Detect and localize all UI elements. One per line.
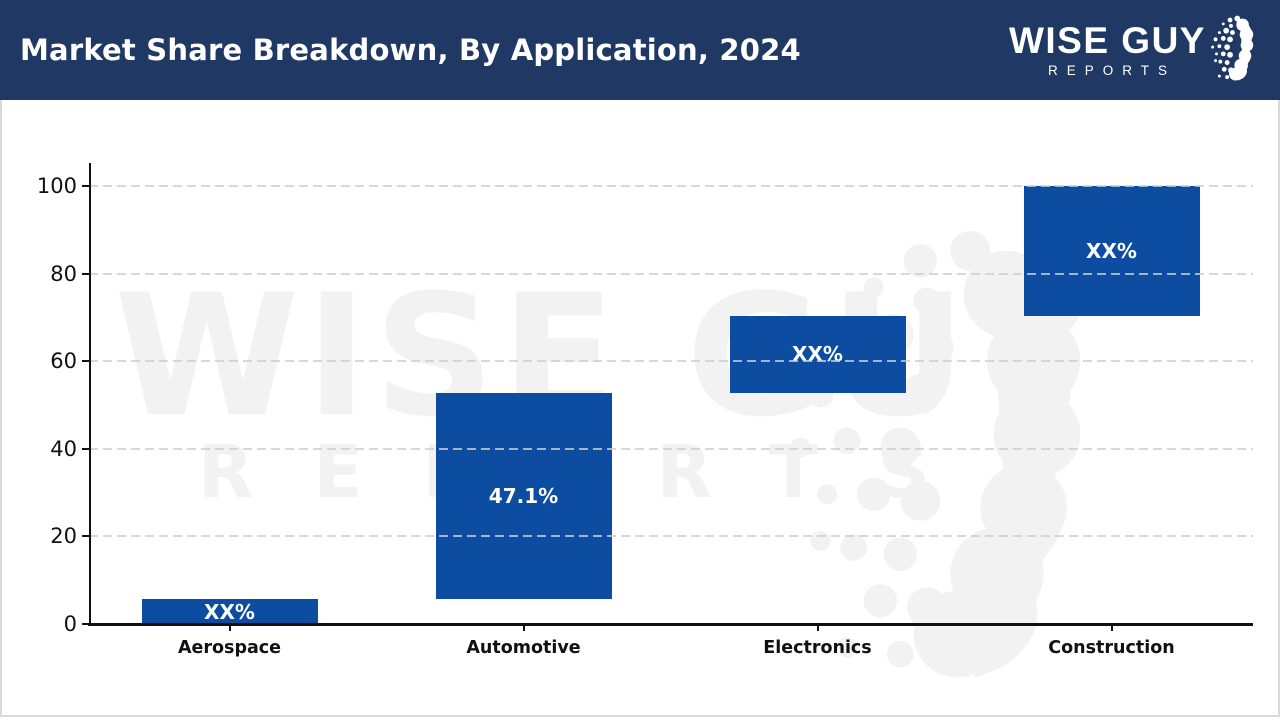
y-tick-label-0: 0	[63, 612, 77, 636]
bar-electronics: XX%	[729, 316, 906, 393]
y-tick-60	[82, 360, 90, 363]
y-axis-spine	[89, 163, 91, 626]
chart-title: Market Share Breakdown, By Application, …	[20, 33, 801, 67]
bar-automotive: 47.1%	[435, 392, 612, 600]
y-tick-label-100: 100	[36, 174, 77, 198]
x-axis-spine	[88, 622, 1253, 626]
logo-wordmark: WISE GUY REPORTS	[1009, 22, 1206, 78]
x-tick-electronics	[816, 624, 819, 631]
x-tick-automotive	[522, 624, 525, 631]
y-tick-label-80: 80	[50, 261, 77, 286]
header-bar: Market Share Breakdown, By Application, …	[0, 0, 1280, 100]
bar-label-automotive: 47.1%	[488, 483, 559, 508]
gridline-20	[89, 535, 1253, 538]
bar-label-construction: XX%	[1086, 239, 1137, 264]
wise-guy-logo: WISE GUY REPORTS	[1009, 8, 1260, 92]
x-category-label-aerospace: Aerospace	[177, 638, 282, 658]
x-tick-aerospace	[228, 624, 231, 631]
y-tick-label-40: 40	[50, 436, 77, 461]
gridline-100	[89, 185, 1253, 187]
gridline-60	[89, 360, 1253, 363]
bar-label-electronics: XX%	[792, 342, 843, 367]
y-tick-80	[82, 272, 90, 275]
y-tick-label-20: 20	[50, 524, 77, 549]
gridline-40	[89, 447, 1253, 450]
y-tick-label-60: 60	[50, 349, 77, 374]
logo-wordmark-text: WISE GUY	[1008, 20, 1206, 62]
y-tick-20	[82, 535, 90, 538]
y-tick-0	[82, 623, 90, 625]
x-tick-construction	[1110, 624, 1113, 631]
bar-construction: XX%	[1023, 186, 1200, 317]
x-category-label-electronics: Electronics	[763, 638, 872, 658]
y-tick-100	[82, 185, 90, 187]
dotted-face-icon	[1211, 15, 1254, 81]
x-category-label-automotive: Automotive	[466, 638, 581, 658]
logo-reports-text: REPORTS	[1047, 63, 1176, 79]
y-tick-40	[82, 447, 90, 450]
bar-label-aerospace: XX%	[204, 599, 255, 624]
x-category-label-construction: Construction	[1048, 638, 1175, 658]
gridline-80	[89, 272, 1253, 275]
bar-aerospace: XX%	[141, 599, 318, 624]
